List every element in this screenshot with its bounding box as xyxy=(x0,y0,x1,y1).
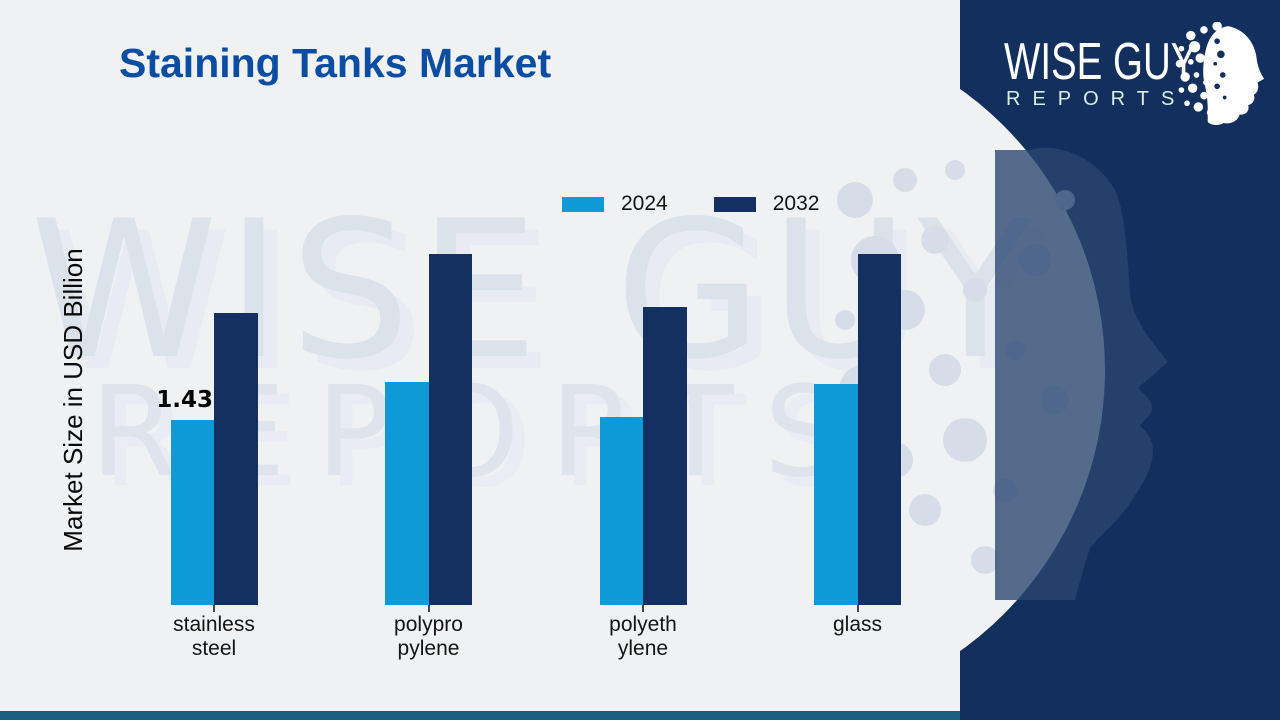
page-title: Staining Tanks Market xyxy=(119,40,552,86)
legend: 2024 2032 xyxy=(562,192,819,216)
x-axis-tick xyxy=(856,605,859,612)
category-label-stainless-steel: stainless steel xyxy=(173,613,255,660)
legend-label-2032: 2032 xyxy=(772,192,820,215)
bar-2032-stainless-steel xyxy=(214,313,258,605)
bar-value-label: 1.43 xyxy=(156,387,213,413)
bar-2032-polypropylene xyxy=(428,254,472,605)
bar-2024-polypropylene xyxy=(385,382,429,605)
x-axis-tick xyxy=(642,605,644,612)
legend-swatch-2032 xyxy=(713,196,756,212)
bar-2024-stainless-steel xyxy=(170,420,214,605)
logo-wordmark: WISE GUY xyxy=(1004,33,1197,91)
bar-2024-polyethylene xyxy=(599,417,643,605)
bar-2024-glass xyxy=(814,384,858,605)
logo-subtitle: REPORTS xyxy=(1006,88,1187,110)
category-label-polypropylene: polypro pylene xyxy=(394,613,463,660)
bar-2032-glass xyxy=(857,254,901,605)
x-axis-tick xyxy=(213,605,215,612)
background-circle xyxy=(415,25,1105,715)
logo-head-icon xyxy=(1175,22,1265,125)
legend-label-2024: 2024 xyxy=(621,192,668,215)
category-label-glass: glass xyxy=(832,613,883,636)
x-axis-tick xyxy=(427,605,430,612)
legend-item-2024: 2024 xyxy=(562,192,668,216)
brand-face-silhouette-icon xyxy=(995,147,1168,600)
bottom-strip xyxy=(0,711,960,720)
legend-swatch-2024 xyxy=(562,196,604,212)
logo: WISE GUY REPORTS xyxy=(960,0,1280,160)
category-label-polyethylene: polyeth ylene xyxy=(609,613,677,660)
legend-item-2032: 2032 xyxy=(713,192,820,216)
bar-2032-polyethylene xyxy=(643,307,687,605)
